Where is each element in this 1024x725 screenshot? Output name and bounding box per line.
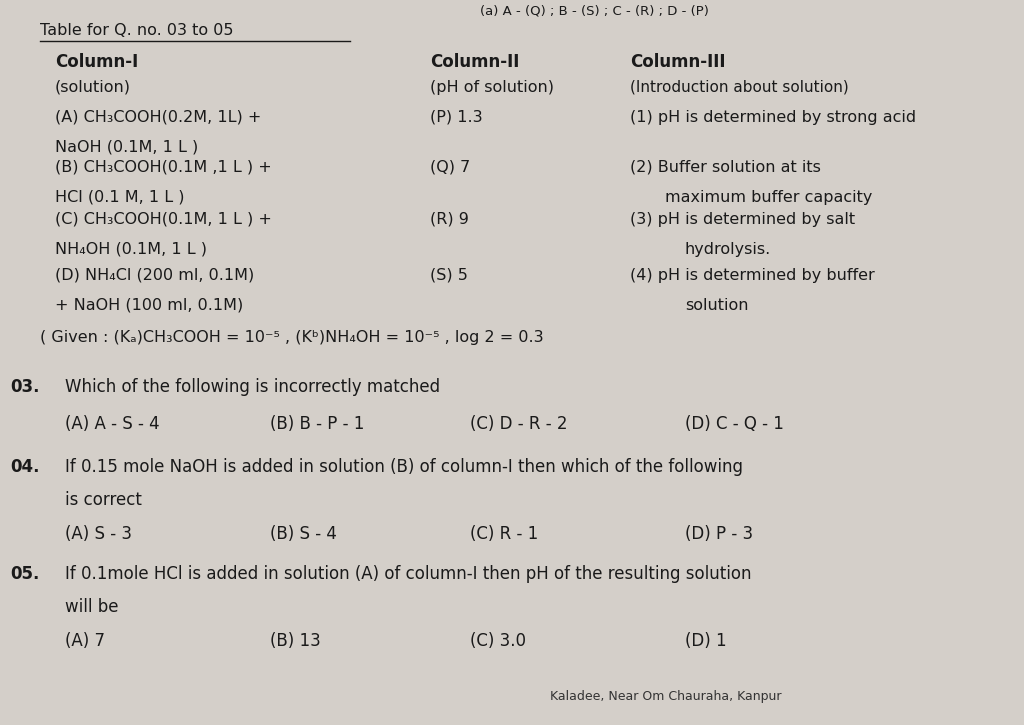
Text: (solution): (solution) xyxy=(55,80,131,95)
Text: Column-II: Column-II xyxy=(430,53,519,71)
Text: (D) 1: (D) 1 xyxy=(685,632,727,650)
Text: Column-I: Column-I xyxy=(55,53,138,71)
Text: will be: will be xyxy=(65,598,119,616)
Text: (Q) 7: (Q) 7 xyxy=(430,160,470,175)
Text: (pH of solution): (pH of solution) xyxy=(430,80,554,95)
Text: (D) NH₄Cl (200 ml, 0.1M): (D) NH₄Cl (200 ml, 0.1M) xyxy=(55,268,254,283)
Text: (S) 5: (S) 5 xyxy=(430,268,468,283)
Text: Table for Q. no. 03 to 05: Table for Q. no. 03 to 05 xyxy=(40,23,233,38)
Text: (R) 9: (R) 9 xyxy=(430,212,469,227)
Text: (A) S - 3: (A) S - 3 xyxy=(65,525,132,543)
Text: (2) Buffer solution at its: (2) Buffer solution at its xyxy=(630,160,821,175)
Text: (4) pH is determined by buffer: (4) pH is determined by buffer xyxy=(630,268,874,283)
Text: NaOH (0.1M, 1 L ): NaOH (0.1M, 1 L ) xyxy=(55,140,199,155)
Text: Kaladee, Near Om Chauraha, Kanpur: Kaladee, Near Om Chauraha, Kanpur xyxy=(550,690,781,703)
Text: 03.: 03. xyxy=(10,378,40,396)
Text: (B) 13: (B) 13 xyxy=(270,632,321,650)
Text: (D) C - Q - 1: (D) C - Q - 1 xyxy=(685,415,784,433)
Text: (B) CH₃COOH(0.1M ,1 L ) +: (B) CH₃COOH(0.1M ,1 L ) + xyxy=(55,160,271,175)
Text: (3) pH is determined by salt: (3) pH is determined by salt xyxy=(630,212,855,227)
Text: 05.: 05. xyxy=(10,565,39,583)
Text: Column-III: Column-III xyxy=(630,53,725,71)
Text: (A) A - S - 4: (A) A - S - 4 xyxy=(65,415,160,433)
Text: (B) S - 4: (B) S - 4 xyxy=(270,525,337,543)
Text: (A) CH₃COOH(0.2M, 1L) +: (A) CH₃COOH(0.2M, 1L) + xyxy=(55,110,261,125)
Text: (a) A - (Q) ; B - (S) ; C - (R) ; D - (P): (a) A - (Q) ; B - (S) ; C - (R) ; D - (P… xyxy=(480,5,709,18)
Text: is correct: is correct xyxy=(65,491,142,509)
Text: HCl (0.1 M, 1 L ): HCl (0.1 M, 1 L ) xyxy=(55,190,184,205)
Text: (B) B - P - 1: (B) B - P - 1 xyxy=(270,415,365,433)
Text: If 0.15 mole NaOH is added in solution (B) of column-I then which of the followi: If 0.15 mole NaOH is added in solution (… xyxy=(65,458,743,476)
Text: (A) 7: (A) 7 xyxy=(65,632,105,650)
Text: (C) D - R - 2: (C) D - R - 2 xyxy=(470,415,567,433)
Text: (Introduction about solution): (Introduction about solution) xyxy=(630,80,849,95)
Text: solution: solution xyxy=(685,298,749,313)
Text: hydrolysis.: hydrolysis. xyxy=(685,242,771,257)
Text: If 0.1mole HCl is added in solution (A) of column-I then pH of the resulting sol: If 0.1mole HCl is added in solution (A) … xyxy=(65,565,752,583)
Text: maximum buffer capacity: maximum buffer capacity xyxy=(665,190,872,205)
Text: + NaOH (100 ml, 0.1M): + NaOH (100 ml, 0.1M) xyxy=(55,298,244,313)
Text: 04.: 04. xyxy=(10,458,40,476)
Text: (1) pH is determined by strong acid: (1) pH is determined by strong acid xyxy=(630,110,916,125)
Text: (C) CH₃COOH(0.1M, 1 L ) +: (C) CH₃COOH(0.1M, 1 L ) + xyxy=(55,212,272,227)
Text: (C) 3.0: (C) 3.0 xyxy=(470,632,526,650)
Text: (P) 1.3: (P) 1.3 xyxy=(430,110,482,125)
Text: NH₄OH (0.1M, 1 L ): NH₄OH (0.1M, 1 L ) xyxy=(55,242,207,257)
Text: ( Given : (Kₐ)CH₃COOH = 10⁻⁵ , (Kᵇ)NH₄OH = 10⁻⁵ , log 2 = 0.3: ( Given : (Kₐ)CH₃COOH = 10⁻⁵ , (Kᵇ)NH₄OH… xyxy=(40,330,544,345)
Text: Which of the following is incorrectly matched: Which of the following is incorrectly ma… xyxy=(65,378,440,396)
Text: (D) P - 3: (D) P - 3 xyxy=(685,525,753,543)
Text: (C) R - 1: (C) R - 1 xyxy=(470,525,539,543)
